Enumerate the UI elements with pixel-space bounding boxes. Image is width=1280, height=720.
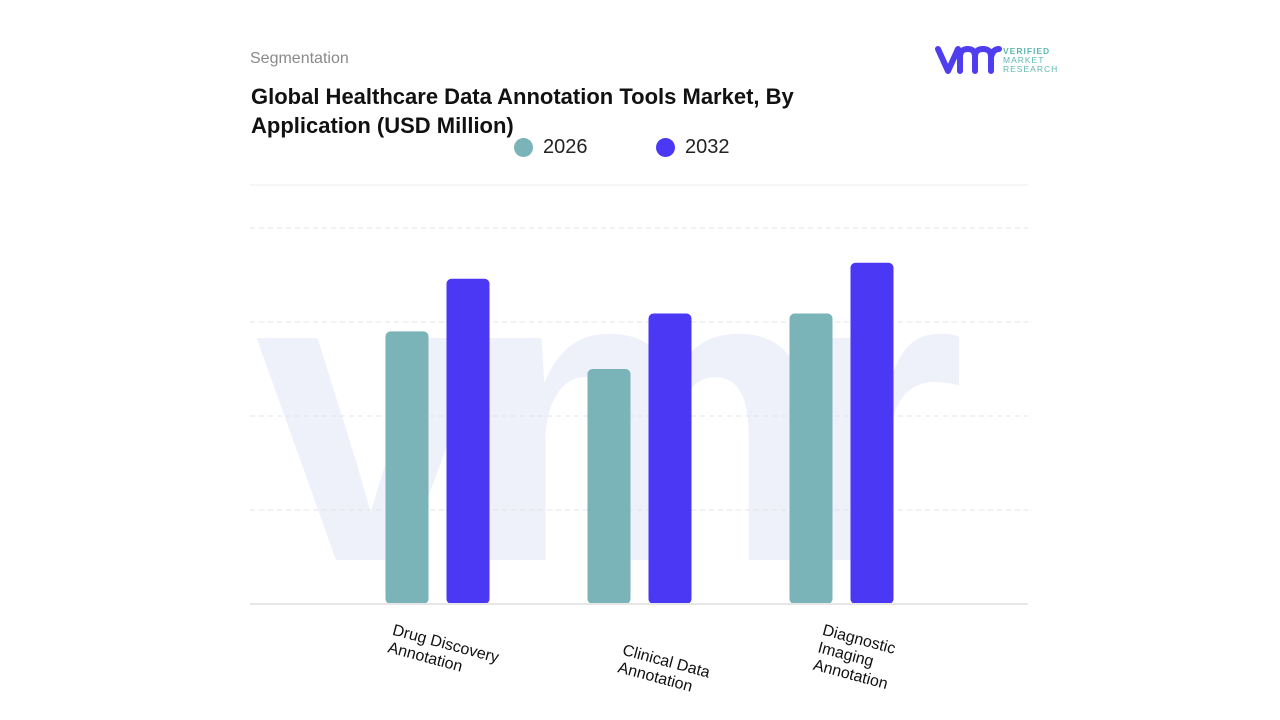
bar-2026-0[interactable] — [385, 331, 429, 604]
legend-label: 2026 — [543, 136, 588, 158]
legend: 2026 2032 — [514, 136, 798, 159]
legend-item-2026[interactable]: 2026 — [514, 136, 656, 159]
vmr-logo: VERIFIED MARKET RESEARCH — [935, 46, 1058, 74]
bar-2032-2[interactable] — [850, 262, 894, 604]
legend-swatch — [656, 138, 675, 157]
section-label: Segmentation — [250, 50, 349, 67]
svg-text:VERIFIED: VERIFIED — [1003, 46, 1050, 56]
legend-item-2032[interactable]: 2032 — [656, 136, 798, 159]
legend-swatch — [514, 138, 533, 157]
legend-label: 2032 — [685, 136, 730, 158]
svg-text:MARKET: MARKET — [1003, 55, 1044, 65]
chart-title: Global Healthcare Data Annotation Tools … — [251, 84, 794, 138]
bar-2026-2[interactable] — [789, 313, 833, 604]
svg-text:RESEARCH: RESEARCH — [1003, 64, 1058, 74]
bar-2032-0[interactable] — [446, 278, 490, 604]
bar-2032-1[interactable] — [648, 313, 692, 604]
bar-2026-1[interactable] — [587, 369, 631, 604]
